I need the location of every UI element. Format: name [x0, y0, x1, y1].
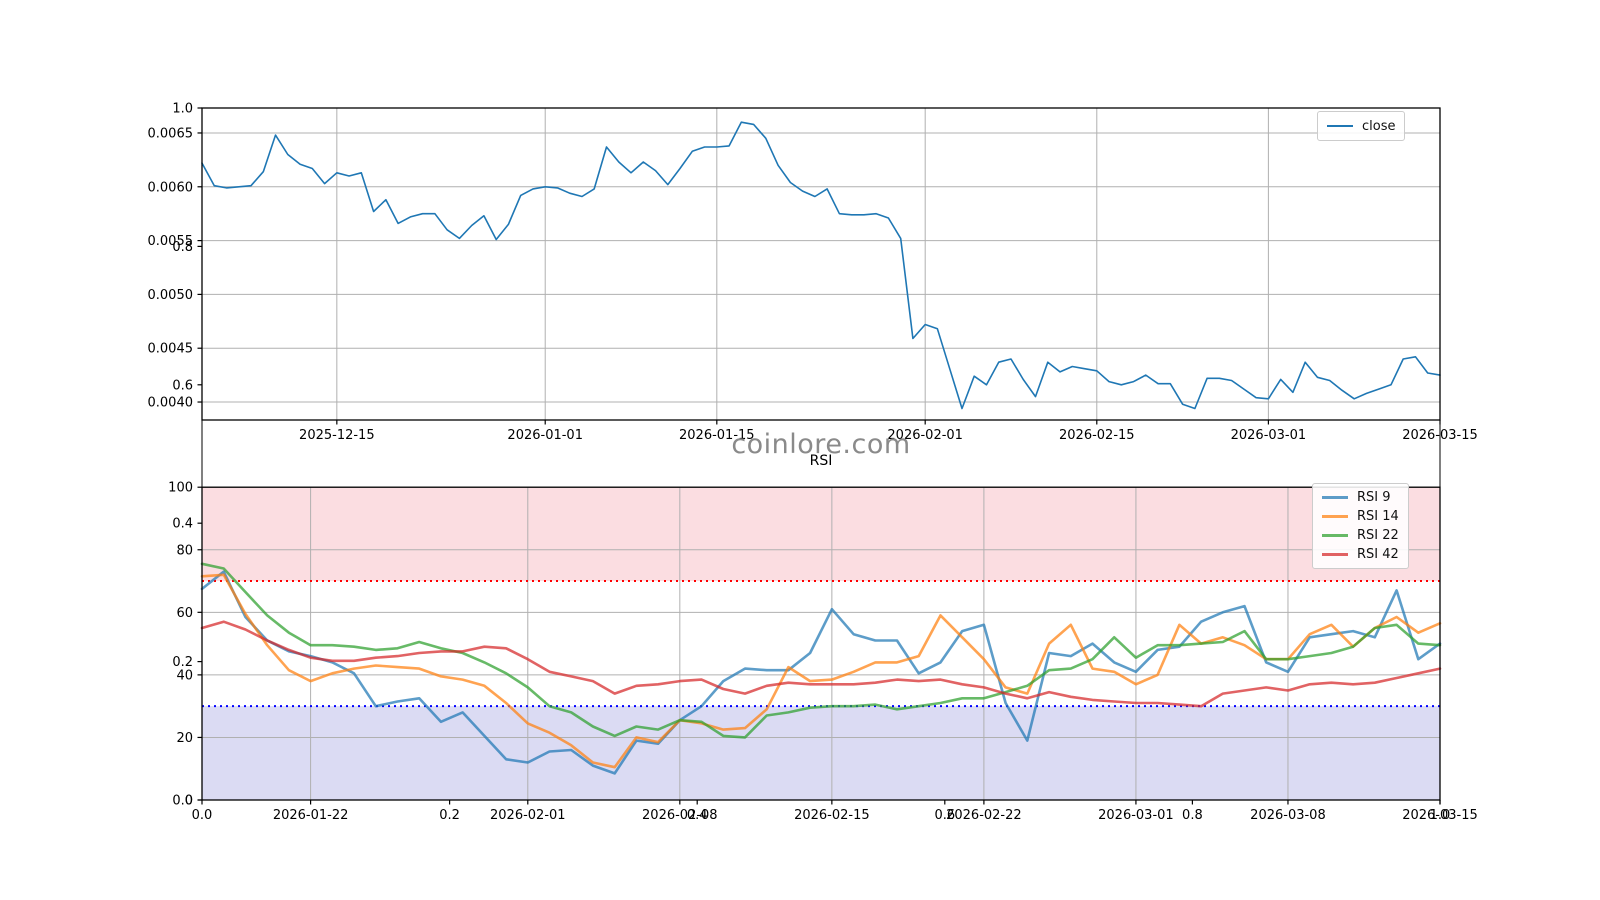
rsi-9-line — [200, 570, 1442, 775]
svg-text:2026-02-01: 2026-02-01 — [490, 808, 566, 823]
svg-text:0.6: 0.6 — [934, 808, 955, 823]
svg-text:0.0040: 0.0040 — [148, 396, 194, 411]
legend-row-rsi-42: RSI 42 — [1322, 545, 1399, 564]
legend-label-close: close — [1362, 118, 1396, 134]
svg-text:0.4: 0.4 — [687, 808, 708, 823]
svg-text:1.0: 1.0 — [172, 102, 193, 117]
svg-text:2026-02-15: 2026-02-15 — [794, 808, 870, 823]
svg-text:2026-03-15: 2026-03-15 — [1402, 808, 1478, 823]
rsi-chart-title: RSI — [809, 453, 833, 469]
price-chart-tick-labels: 2025-12-15 2026-01-01 2026-01-15 2026-02-01… — [148, 126, 1478, 443]
svg-text:0.2: 0.2 — [439, 808, 460, 823]
legend-row-rsi-22: RSI 22 — [1322, 526, 1399, 545]
rsi-legend: RSI 9 RSI 14 RSI 22 RSI 42 — [1312, 483, 1409, 569]
svg-text:0.4: 0.4 — [172, 517, 193, 532]
svg-text:0.6: 0.6 — [172, 378, 193, 393]
rsi-chart-band-oversold — [202, 706, 1440, 800]
rsi-chart-tick-labels: 2026-01-22 2026-02-01 2026-02-08 2026-02-15… — [168, 481, 1478, 823]
svg-text:2026-01-15: 2026-01-15 — [679, 428, 755, 443]
svg-text:40: 40 — [176, 668, 193, 683]
svg-text:0: 0 — [185, 794, 193, 809]
svg-text:60: 60 — [176, 606, 193, 621]
svg-text:2026-03-15: 2026-03-15 — [1402, 428, 1478, 443]
legend-row-rsi-9: RSI 9 — [1322, 488, 1399, 507]
rsi-42-line — [200, 620, 1442, 708]
legend-row-rsi-14: RSI 14 — [1322, 507, 1399, 526]
rsi-9-line-sample-icon — [1322, 496, 1348, 499]
watermark: coinlore.com — [731, 429, 911, 460]
svg-text:2026-02-22: 2026-02-22 — [946, 808, 1022, 823]
svg-text:2025-12-15: 2025-12-15 — [299, 428, 375, 443]
legend-row-close: close — [1327, 117, 1395, 136]
rsi-14-line-sample-icon — [1322, 515, 1348, 518]
legend-label-rsi-22: RSI 22 — [1357, 528, 1399, 543]
rsi-chart-band-overbought — [202, 487, 1440, 582]
svg-text:2026-03-08: 2026-03-08 — [1250, 808, 1326, 823]
close-line-sample-icon — [1327, 125, 1353, 127]
price-chart-frame — [201, 107, 1441, 421]
svg-text:2026-01-22: 2026-01-22 — [273, 808, 349, 823]
price-legend: close — [1317, 111, 1406, 141]
rsi-14-line — [200, 573, 1442, 769]
svg-text:2026-03-01: 2026-03-01 — [1098, 808, 1174, 823]
legend-label-rsi-9: RSI 9 — [1357, 490, 1391, 505]
svg-text:0.0060: 0.0060 — [148, 180, 194, 195]
svg-text:1.0: 1.0 — [1430, 808, 1451, 823]
rsi-chart: 2026-01-22 2026-02-01 2026-02-08 2026-02-15… — [168, 481, 1478, 823]
price-chart-gridlines — [202, 108, 1441, 420]
svg-text:0.0: 0.0 — [172, 794, 193, 809]
svg-text:0.8: 0.8 — [172, 240, 193, 255]
svg-text:0.8: 0.8 — [1182, 808, 1203, 823]
svg-text:2026-02-01: 2026-02-01 — [887, 428, 963, 443]
close-line — [201, 121, 1441, 410]
price-chart: 2025-12-15 2026-01-01 2026-01-15 2026-02-01… — [148, 107, 1478, 443]
svg-text:0.0050: 0.0050 — [148, 288, 194, 303]
svg-text:0.0055: 0.0055 — [148, 234, 194, 249]
rsi-chart-frame — [201, 486, 1441, 801]
svg-text:100: 100 — [168, 481, 193, 496]
rsi-22-line — [200, 562, 1442, 739]
legend-label-rsi-42: RSI 42 — [1357, 547, 1399, 562]
svg-text:2026-03-01: 2026-03-01 — [1231, 428, 1307, 443]
rsi-42-line-sample-icon — [1322, 553, 1348, 556]
rsi-22-line-sample-icon — [1322, 534, 1348, 537]
svg-text:0.0045: 0.0045 — [148, 342, 194, 357]
svg-text:0.0: 0.0 — [192, 808, 213, 823]
svg-text:20: 20 — [176, 731, 193, 746]
svg-text:80: 80 — [176, 543, 193, 558]
svg-text:2026-02-15: 2026-02-15 — [1059, 428, 1135, 443]
legend-label-rsi-14: RSI 14 — [1357, 509, 1399, 524]
svg-text:2026-02-08: 2026-02-08 — [642, 808, 718, 823]
svg-text:2026-01-01: 2026-01-01 — [507, 428, 583, 443]
svg-text:0.0065: 0.0065 — [148, 126, 194, 141]
svg-text:0.2: 0.2 — [172, 655, 193, 670]
